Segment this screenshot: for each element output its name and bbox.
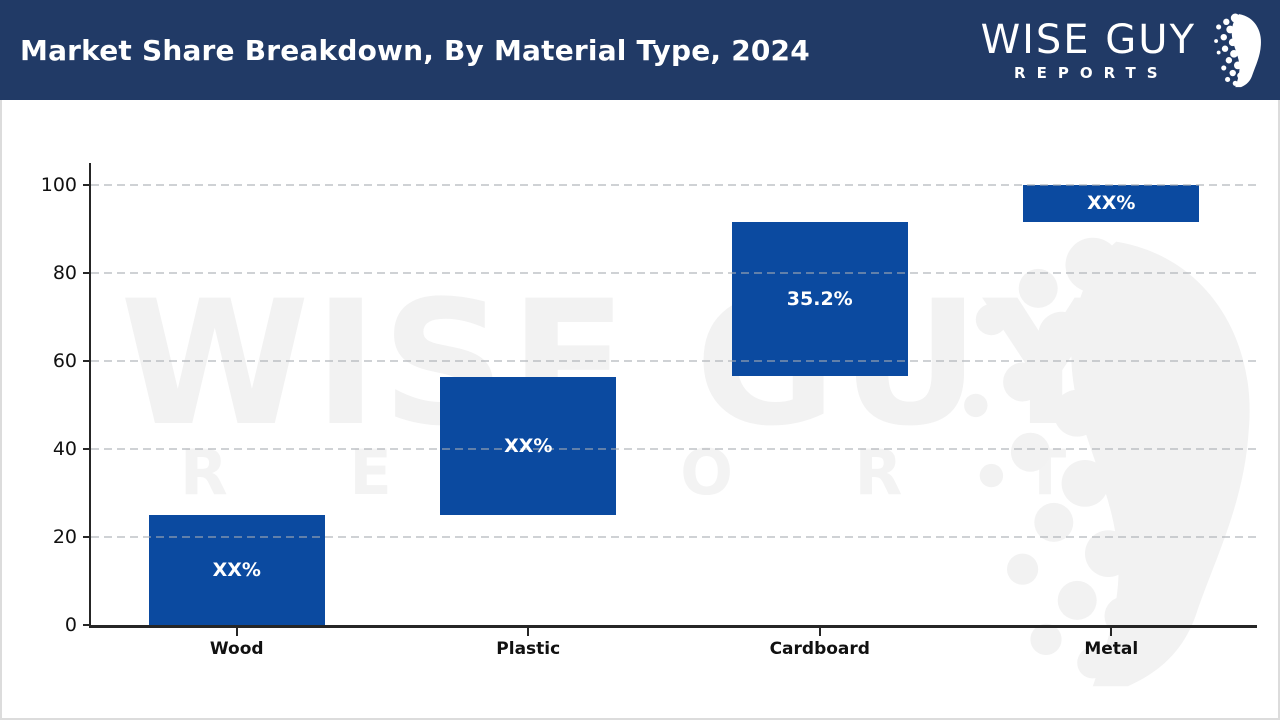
y-axis-tick [83, 536, 91, 538]
face-profile-dots-icon [1214, 13, 1262, 88]
axes-layer: 0 20 40 60 80 100 Wood Plastic Cardboard Metal [2, 100, 1278, 718]
logo-subtitle: REPORTS [1014, 63, 1169, 82]
y-axis-tick [83, 624, 91, 626]
x-axis-tick [527, 628, 530, 636]
logo-text: WISE GUY REPORTS [981, 20, 1196, 81]
y-axis-line [89, 163, 91, 627]
y-tick-label: 20 [52, 526, 77, 548]
x-category-label: Wood [209, 639, 264, 659]
x-axis-tick [818, 628, 821, 636]
bar-cardboard [731, 221, 908, 377]
bar-wood [148, 515, 325, 625]
bars-layer [2, 100, 1278, 718]
y-tick-label: 40 [52, 438, 77, 460]
chart-area: WISE GUY R E P O R T S 0 20 40 60 80 100 [0, 100, 1280, 720]
y-tick-label: 80 [52, 262, 77, 284]
x-axis-tick [1110, 628, 1113, 636]
y-axis-tick [83, 360, 91, 362]
y-axis-tick [83, 272, 91, 274]
x-category-label: Plastic [496, 639, 561, 659]
x-axis-tick [235, 628, 238, 636]
logo-wordmark: WISE GUY [980, 16, 1196, 63]
y-tick-label: 0 [64, 614, 77, 636]
bar-plastic [440, 376, 617, 515]
bar-metal [1023, 185, 1200, 222]
x-category-label: Metal [1084, 639, 1139, 659]
page-title: Market Share Breakdown, By Material Type… [20, 33, 810, 67]
x-axis-line [89, 625, 1257, 628]
x-category-label: Cardboard [769, 639, 870, 659]
y-tick-label: 60 [52, 350, 77, 372]
wiseguy-logo: WISE GUY REPORTS [981, 9, 1266, 91]
y-tick-label: 100 [40, 174, 77, 196]
header-bar: Market Share Breakdown, By Material Type… [0, 0, 1280, 100]
y-axis-tick [83, 184, 91, 186]
y-axis-tick [83, 448, 91, 450]
